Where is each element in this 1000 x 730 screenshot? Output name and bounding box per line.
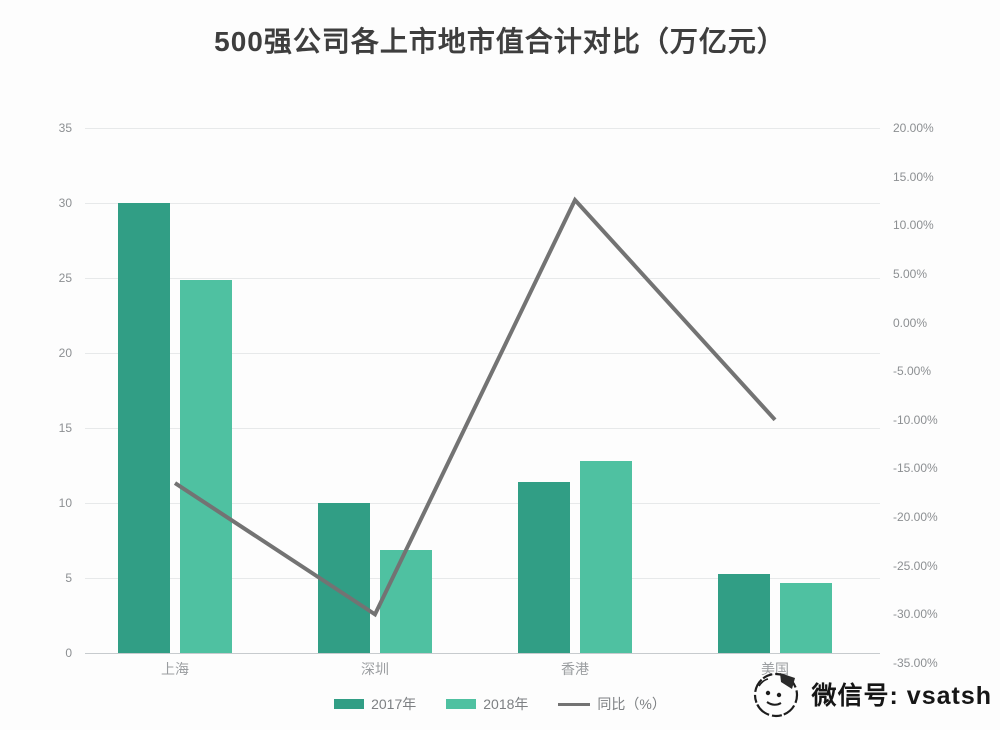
x-axis-label-美国: 美国 (761, 661, 789, 677)
right-axis-tick: 20.00% (893, 121, 934, 135)
gridline-y0 (85, 653, 880, 654)
bar-2017年-美国 (718, 573, 770, 653)
right-axis-tick: 0.00% (893, 315, 928, 330)
bar-2018年-美国 (780, 582, 832, 653)
legend-item-2017年: 2017年 (334, 694, 416, 714)
left-axis-tick: 15 (58, 421, 72, 435)
chart-title: 500强公司各上市地市值合计对比（万亿元） (214, 26, 786, 57)
right-axis-tick: -25.00% (893, 558, 938, 573)
left-axis-tick: 20 (58, 346, 72, 360)
right-axis-tick: -20.00% (893, 510, 938, 525)
bar-2017年-香港 (518, 482, 570, 653)
left-axis-tick: 25 (58, 271, 72, 285)
legend-swatch-icon (334, 699, 365, 709)
right-axis-tick: -30.00% (893, 607, 938, 622)
x-axis-label-深圳: 深圳 (361, 661, 389, 677)
chart-legend: 2017年 2018年 同比（%） (0, 694, 1000, 714)
bar-2017年-深圳 (318, 503, 370, 653)
panda-sketch-logo-icon (753, 672, 798, 718)
legend-swatch-icon (446, 699, 477, 709)
left-axis-tick: 5 (65, 571, 72, 585)
x-axis-label-香港: 香港 (561, 661, 589, 677)
right-axis-tick: 15.00% (893, 169, 934, 184)
legend-label: 2018年 (483, 696, 529, 712)
bar-2018年-深圳 (380, 549, 432, 653)
x-axis-label-上海: 上海 (161, 661, 189, 677)
left-axis-tick: 10 (58, 496, 72, 510)
right-axis-tick: -5.00% (893, 364, 932, 379)
watermark: 微信号: vsatsh (750, 668, 992, 720)
right-axis-tick: 5.00% (893, 266, 928, 281)
left-axis-tick: 35 (58, 121, 72, 135)
legend-item-2018年: 2018年 (446, 694, 528, 714)
legend-item-同比（%）: 同比（%） (558, 694, 666, 714)
left-axis-tick: 0 (65, 646, 72, 660)
watermark-text: 微信号: vsatsh (811, 682, 992, 710)
right-axis-tick: -10.00% (893, 412, 938, 427)
bar-2018年-上海 (180, 279, 232, 653)
bar-2018年-香港 (580, 461, 632, 653)
legend-label: 2017年 (371, 696, 417, 712)
left-axis-tick: 30 (58, 196, 72, 210)
gridline-y30 (85, 203, 880, 204)
gridline-y35 (85, 128, 880, 129)
legend-swatch-icon (558, 702, 591, 706)
right-axis-tick: 10.00% (893, 218, 934, 233)
bar-2017年-上海 (118, 203, 170, 653)
right-axis-tick: -15.00% (893, 461, 938, 476)
right-axis-tick: -35.00% (893, 655, 938, 670)
legend-label: 同比（%） (597, 696, 666, 712)
